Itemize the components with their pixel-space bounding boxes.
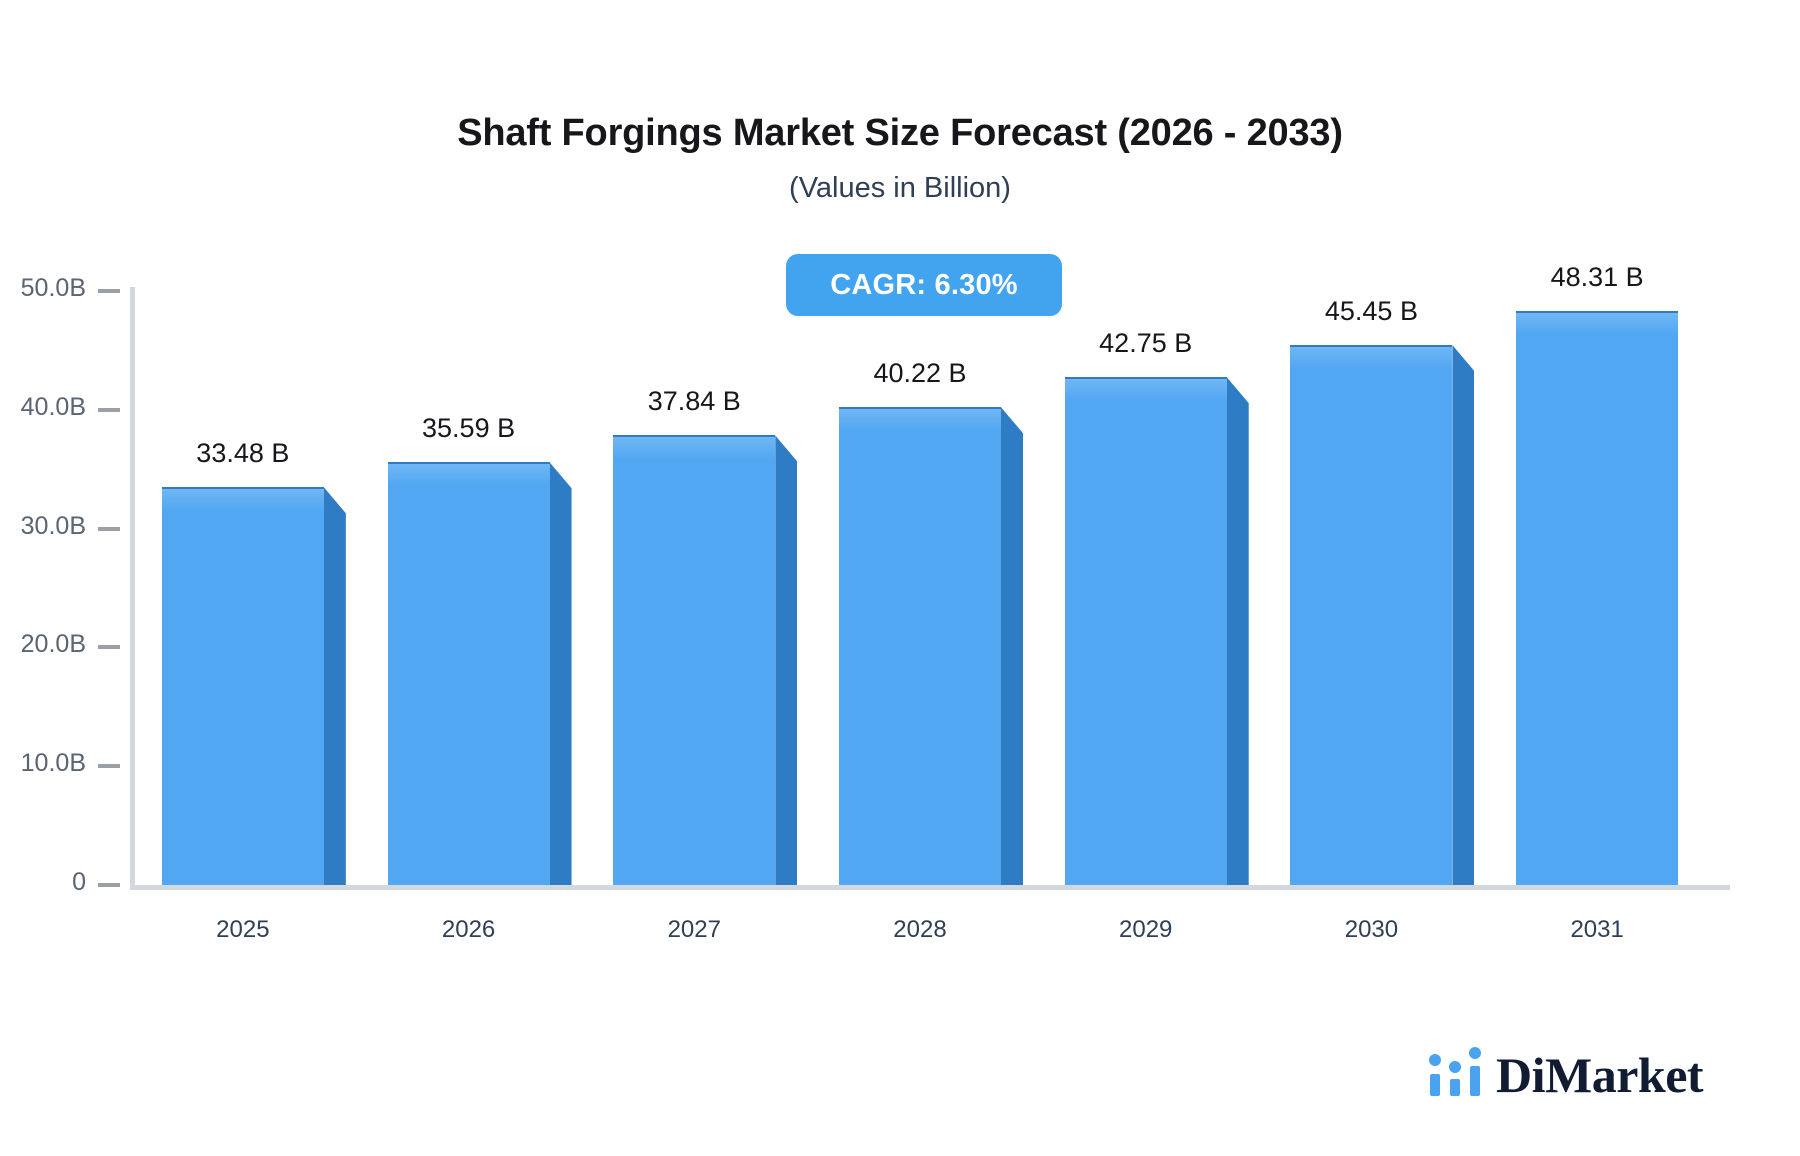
bar-column: 37.84 B — [613, 386, 798, 885]
bar-side-face — [549, 462, 572, 885]
bar-value-label: 42.75 B — [1099, 328, 1193, 359]
bar-side-face — [1452, 345, 1475, 885]
bar-front-face — [613, 435, 776, 885]
y-axis-tick-mark — [98, 883, 120, 887]
x-axis-label: 2028 — [893, 916, 947, 943]
bar-side-face — [775, 435, 798, 885]
bar-value-label: 48.31 B — [1550, 262, 1644, 293]
cagr-badge: CAGR: 6.30% — [786, 254, 1062, 316]
bar-front-face — [1064, 377, 1227, 885]
y-axis-tick-label: 40.0B — [20, 392, 86, 421]
bar-front-face — [387, 462, 550, 885]
bar-value-label: 40.22 B — [873, 358, 967, 389]
y-axis-tick-label: 10.0B — [20, 749, 86, 778]
x-axis-label: 2025 — [216, 916, 270, 943]
bar-value-label: 37.84 B — [647, 386, 741, 417]
bar-chart-logo-icon — [1428, 1046, 1484, 1103]
bar-column: 40.22 B — [839, 358, 1023, 885]
bar-side-face — [1226, 377, 1249, 885]
bar-front-face — [839, 407, 1001, 885]
bar-value-label: 33.48 B — [196, 438, 290, 469]
y-axis-tick-label: 20.0B — [20, 630, 86, 659]
cagr-badge-label: CAGR: 6.30% — [830, 268, 1018, 301]
chart-title: Shaft Forgings Market Size Forecast (202… — [457, 112, 1343, 154]
bar-value-label: 45.45 B — [1324, 296, 1418, 327]
bar-column: 35.59 B — [387, 413, 572, 885]
y-axis-tick-mark — [98, 645, 120, 650]
x-axis-label: 2031 — [1570, 916, 1624, 943]
x-axis-label: 2027 — [667, 916, 721, 943]
bar-side-face — [323, 487, 346, 885]
bar-column: 48.31 B — [1516, 262, 1679, 885]
x-axis-label: 2029 — [1119, 916, 1173, 943]
bar-front-face — [1516, 311, 1679, 885]
y-axis-tick-mark — [98, 764, 120, 769]
x-axis-label: 2026 — [441, 916, 496, 943]
y-axis-line — [130, 287, 135, 885]
bar-front-face — [161, 487, 324, 885]
bar-value-label: 35.59 B — [422, 413, 516, 444]
y-axis-tick-label: 50.0B — [20, 274, 86, 302]
plot-area: 33.48 B 35.59 B 37.84 B 40.22 B 42.75 B 45.45… — [130, 262, 1710, 885]
brand-logo: DiMarket — [1428, 1046, 1704, 1103]
bar-front-face — [1290, 345, 1453, 885]
y-axis-tick-mark — [98, 407, 120, 412]
bar-column: 33.48 B — [161, 438, 346, 885]
chart-subtitle: (Values in Billion) — [789, 172, 1011, 204]
y-axis-tick-label: 30.0B — [20, 511, 86, 540]
bar-column: 45.45 B — [1290, 296, 1475, 885]
x-axis-line — [130, 885, 1730, 890]
y-axis-tick-mark — [98, 289, 120, 293]
bar-side-face — [1001, 407, 1023, 885]
y-axis-tick-mark — [98, 526, 120, 531]
y-axis-tick-label: 0 — [72, 868, 86, 896]
x-axis-label: 2030 — [1344, 916, 1399, 943]
bar-column: 42.75 B — [1064, 328, 1249, 885]
brand-name: DiMarket — [1496, 1046, 1704, 1103]
